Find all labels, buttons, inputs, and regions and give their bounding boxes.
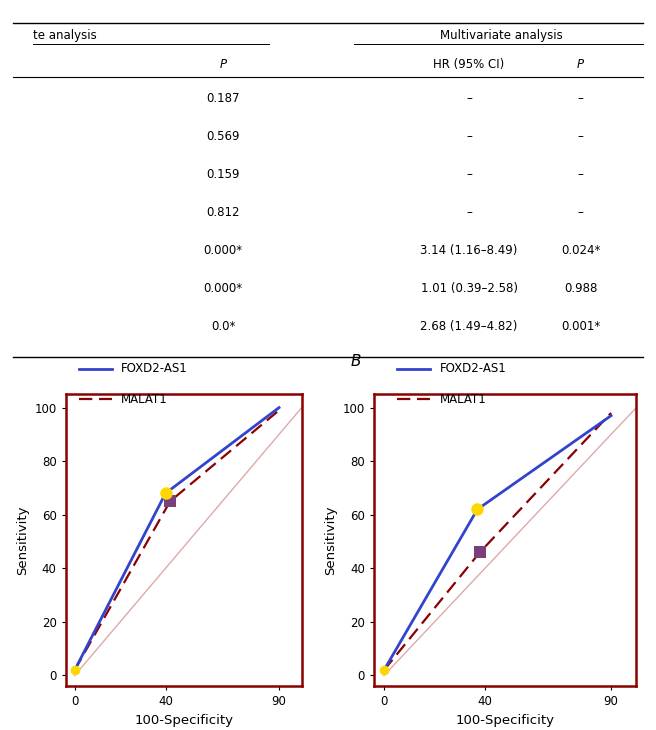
Text: $P$: $P$ <box>576 58 585 71</box>
Text: –: – <box>466 92 472 105</box>
Text: 0.988: 0.988 <box>564 282 597 295</box>
Text: –: – <box>466 130 472 143</box>
Text: –: – <box>578 168 583 181</box>
Text: 0.000*: 0.000* <box>203 282 243 295</box>
Text: –: – <box>466 168 472 181</box>
Text: 0.569: 0.569 <box>206 130 240 143</box>
Y-axis label: Sensitivity: Sensitivity <box>324 505 337 575</box>
Text: 0.001*: 0.001* <box>561 320 600 333</box>
X-axis label: 100-Specificity: 100-Specificity <box>134 714 233 727</box>
Text: 0.159: 0.159 <box>206 168 240 181</box>
Text: 0.187: 0.187 <box>206 92 240 105</box>
Text: –: – <box>578 206 583 219</box>
Text: MALAT1: MALAT1 <box>440 393 486 406</box>
Text: Multivariate analysis: Multivariate analysis <box>440 28 564 42</box>
Text: MALAT1: MALAT1 <box>121 393 168 406</box>
Text: B: B <box>351 354 361 369</box>
X-axis label: 100-Specificity: 100-Specificity <box>456 714 554 727</box>
Text: 0.0*: 0.0* <box>211 320 236 333</box>
Text: 0.024*: 0.024* <box>561 244 600 257</box>
Text: –: – <box>578 130 583 143</box>
Text: 1.01 (0.39–2.58): 1.01 (0.39–2.58) <box>420 282 518 295</box>
Text: te analysis: te analysis <box>33 28 96 42</box>
Text: 0.812: 0.812 <box>206 206 240 219</box>
Text: –: – <box>466 206 472 219</box>
Text: $P$: $P$ <box>218 58 228 71</box>
Text: FOXD2-AS1: FOXD2-AS1 <box>121 362 188 375</box>
Text: –: – <box>578 92 583 105</box>
Text: 0.000*: 0.000* <box>203 244 243 257</box>
Y-axis label: Sensitivity: Sensitivity <box>16 505 29 575</box>
Text: 2.68 (1.49–4.82): 2.68 (1.49–4.82) <box>420 320 518 333</box>
Text: 3.14 (1.16–8.49): 3.14 (1.16–8.49) <box>420 244 518 257</box>
Text: HR (95% CI): HR (95% CI) <box>434 58 504 71</box>
Text: FOXD2-AS1: FOXD2-AS1 <box>440 362 506 375</box>
